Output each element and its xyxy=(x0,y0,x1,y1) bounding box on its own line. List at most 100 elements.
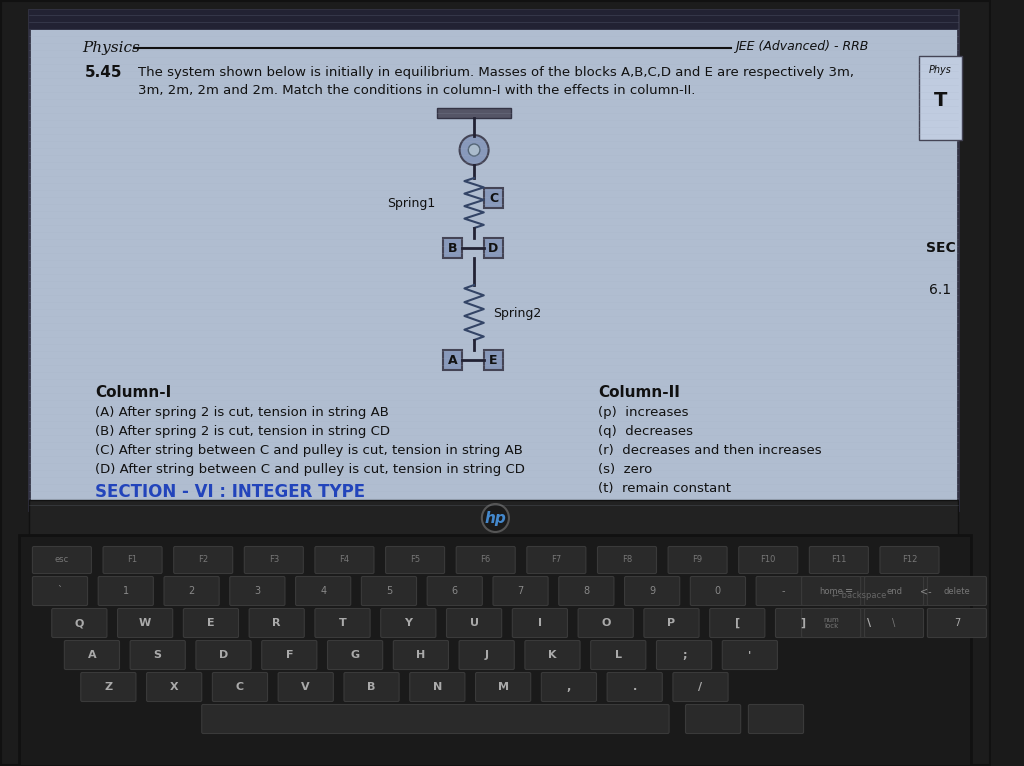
Text: SECTION - VI : INTEGER TYPE: SECTION - VI : INTEGER TYPE xyxy=(95,483,365,501)
FancyBboxPatch shape xyxy=(738,546,798,574)
Text: 1: 1 xyxy=(123,586,129,596)
Text: =: = xyxy=(846,586,854,596)
Text: K: K xyxy=(548,650,557,660)
Text: ← backspace: ← backspace xyxy=(833,591,887,600)
Text: SEC: SEC xyxy=(926,241,955,255)
FancyBboxPatch shape xyxy=(928,577,986,605)
FancyBboxPatch shape xyxy=(483,188,503,208)
FancyBboxPatch shape xyxy=(512,608,567,637)
FancyBboxPatch shape xyxy=(386,546,444,574)
Text: Physics: Physics xyxy=(82,41,140,55)
FancyBboxPatch shape xyxy=(864,608,924,637)
FancyBboxPatch shape xyxy=(29,10,957,30)
Text: F: F xyxy=(286,650,293,660)
Circle shape xyxy=(460,135,488,165)
Text: F4: F4 xyxy=(339,555,349,565)
FancyBboxPatch shape xyxy=(446,608,502,637)
FancyBboxPatch shape xyxy=(245,546,303,574)
Text: esc: esc xyxy=(55,555,69,565)
FancyBboxPatch shape xyxy=(756,577,811,605)
FancyBboxPatch shape xyxy=(920,56,962,140)
Text: U: U xyxy=(470,618,478,628)
Text: 5: 5 xyxy=(386,586,392,596)
Text: F8: F8 xyxy=(622,555,632,565)
FancyBboxPatch shape xyxy=(65,640,120,669)
FancyBboxPatch shape xyxy=(393,640,449,669)
FancyBboxPatch shape xyxy=(344,673,399,702)
Text: F5: F5 xyxy=(410,555,420,565)
FancyBboxPatch shape xyxy=(279,673,334,702)
Text: D: D xyxy=(219,650,228,660)
Text: A: A xyxy=(88,650,96,660)
FancyBboxPatch shape xyxy=(98,577,154,605)
Text: T: T xyxy=(339,618,346,628)
Text: F2: F2 xyxy=(198,555,208,565)
FancyBboxPatch shape xyxy=(802,608,860,637)
Text: Spring2: Spring2 xyxy=(494,306,542,319)
Text: 7: 7 xyxy=(953,618,961,628)
FancyBboxPatch shape xyxy=(381,608,436,637)
Text: (r)  decreases and then increases: (r) decreases and then increases xyxy=(598,444,821,457)
Text: D: D xyxy=(488,241,499,254)
Text: 8: 8 xyxy=(584,586,590,596)
Text: (s)  zero: (s) zero xyxy=(598,463,652,476)
Text: 3: 3 xyxy=(254,586,260,596)
FancyBboxPatch shape xyxy=(164,577,219,605)
Text: F1: F1 xyxy=(128,555,137,565)
Text: Q: Q xyxy=(75,618,84,628)
FancyBboxPatch shape xyxy=(559,577,614,605)
FancyBboxPatch shape xyxy=(262,640,316,669)
FancyBboxPatch shape xyxy=(526,546,586,574)
Text: 0: 0 xyxy=(715,586,721,596)
Text: Column-II: Column-II xyxy=(598,385,680,400)
Text: JEE (Advanced) - RRB: JEE (Advanced) - RRB xyxy=(735,40,868,53)
FancyBboxPatch shape xyxy=(130,640,185,669)
Text: G: G xyxy=(350,650,359,660)
Text: V: V xyxy=(301,682,310,692)
Text: C: C xyxy=(488,192,498,205)
Text: P: P xyxy=(668,618,676,628)
Text: 7: 7 xyxy=(517,586,523,596)
FancyBboxPatch shape xyxy=(802,577,860,605)
Text: (C) After string between C and pulley is cut, tension in string AB: (C) After string between C and pulley is… xyxy=(95,444,522,457)
Text: F7: F7 xyxy=(551,555,561,565)
FancyBboxPatch shape xyxy=(212,673,267,702)
Text: end: end xyxy=(886,587,902,595)
Text: (D) After string between C and pulley is cut, tension in string CD: (D) After string between C and pulley is… xyxy=(95,463,524,476)
Text: C: C xyxy=(236,682,244,692)
Text: 6.1: 6.1 xyxy=(930,283,951,297)
FancyBboxPatch shape xyxy=(174,546,232,574)
FancyBboxPatch shape xyxy=(33,577,88,605)
FancyBboxPatch shape xyxy=(483,238,503,258)
Text: (B) After spring 2 is cut, tension in string CD: (B) After spring 2 is cut, tension in st… xyxy=(95,424,390,437)
FancyBboxPatch shape xyxy=(579,608,633,637)
FancyBboxPatch shape xyxy=(52,608,106,637)
Text: F6: F6 xyxy=(480,555,490,565)
FancyBboxPatch shape xyxy=(822,577,878,605)
Text: M: M xyxy=(498,682,509,692)
Text: num
lock: num lock xyxy=(823,617,839,630)
FancyBboxPatch shape xyxy=(668,546,727,574)
FancyBboxPatch shape xyxy=(315,546,374,574)
FancyBboxPatch shape xyxy=(710,608,765,637)
Text: <-: <- xyxy=(921,586,932,596)
FancyBboxPatch shape xyxy=(427,577,482,605)
Text: R: R xyxy=(272,618,281,628)
Text: 6: 6 xyxy=(452,586,458,596)
FancyBboxPatch shape xyxy=(196,640,251,669)
FancyBboxPatch shape xyxy=(690,577,745,605)
Text: B: B xyxy=(368,682,376,692)
Text: 3m, 2m, 2m and 2m. Match the conditions in column-I with the effects in column-I: 3m, 2m, 2m and 2m. Match the conditions … xyxy=(138,83,695,97)
Text: E: E xyxy=(489,353,498,366)
FancyBboxPatch shape xyxy=(673,673,728,702)
FancyBboxPatch shape xyxy=(483,350,503,370)
Text: ': ' xyxy=(749,650,752,660)
Text: N: N xyxy=(433,682,442,692)
Text: B: B xyxy=(449,241,458,254)
Text: /: / xyxy=(698,682,702,692)
Text: -: - xyxy=(782,586,785,596)
FancyBboxPatch shape xyxy=(542,673,597,702)
FancyBboxPatch shape xyxy=(842,608,896,637)
Text: S: S xyxy=(154,650,162,660)
FancyBboxPatch shape xyxy=(33,546,91,574)
